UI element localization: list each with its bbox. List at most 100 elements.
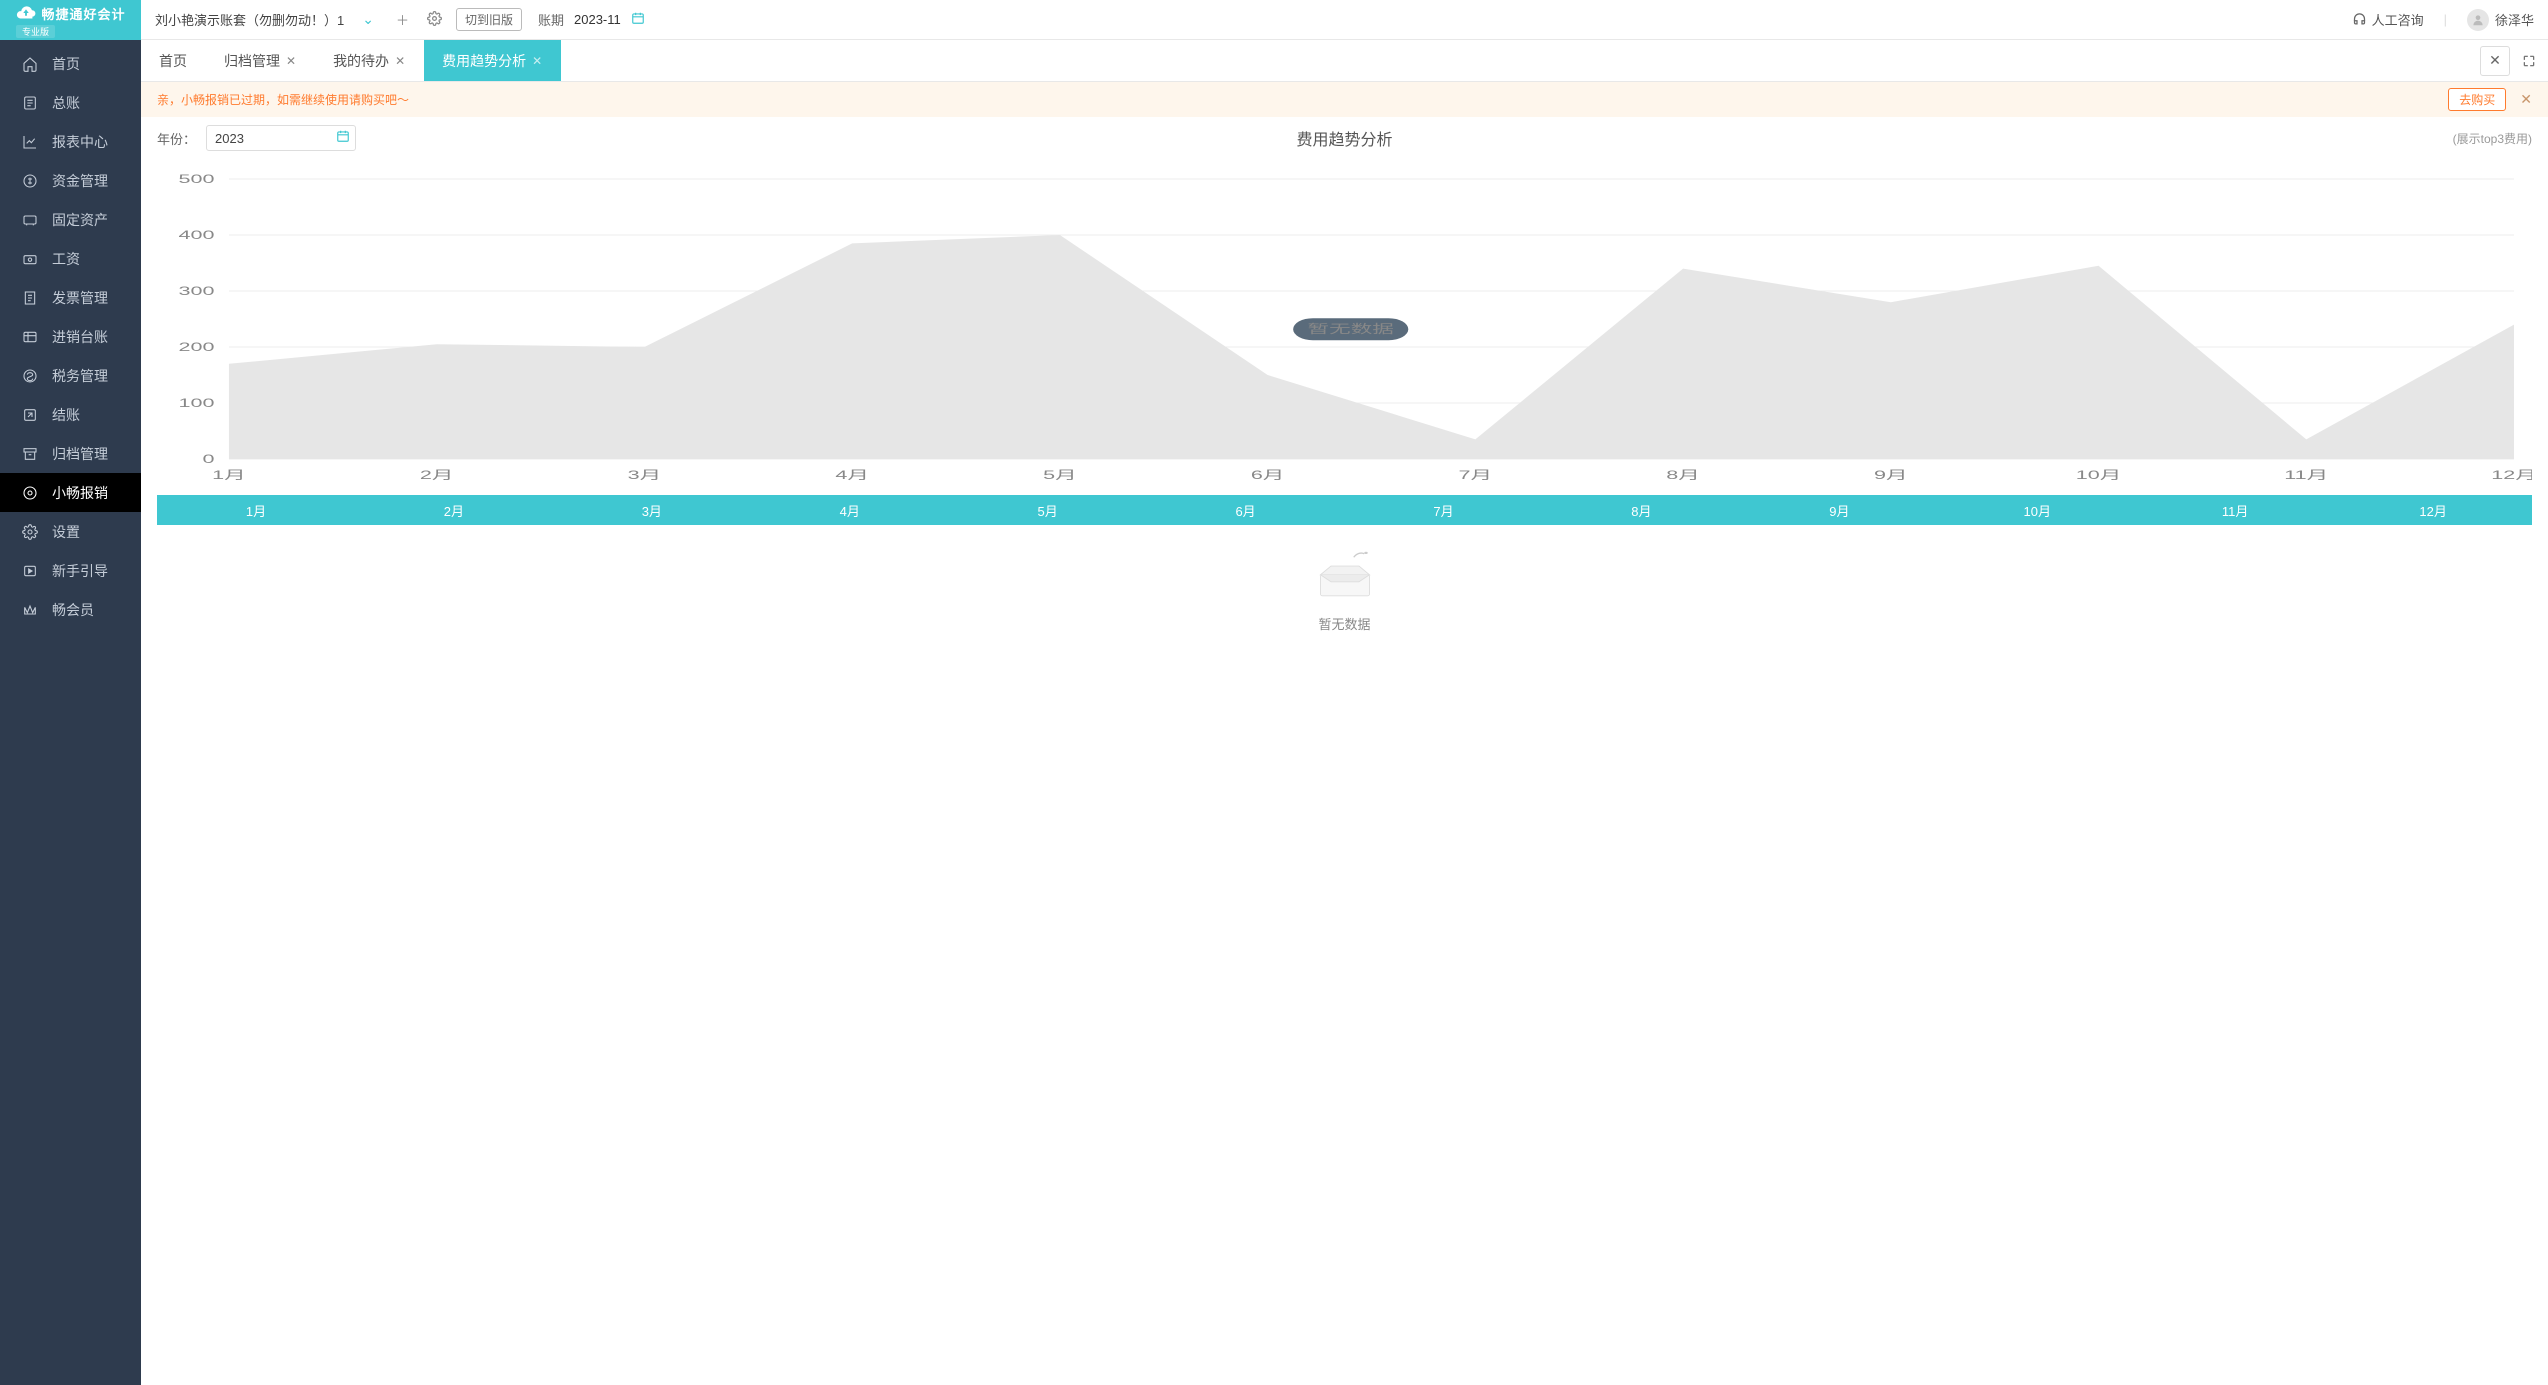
nav-item-settings[interactable]: 设置 xyxy=(0,512,141,551)
page-title: 费用趋势分析 xyxy=(1296,126,1392,150)
svg-text:100: 100 xyxy=(179,396,215,410)
consult-button[interactable]: 人工咨询 xyxy=(2352,10,2424,29)
svg-text:7月: 7月 xyxy=(1459,468,1493,482)
nav-item-invoice[interactable]: 发票管理 xyxy=(0,278,141,317)
nav-item-label: 进销台账 xyxy=(52,327,108,347)
nav-item-tax[interactable]: 税务管理 xyxy=(0,356,141,395)
buy-button[interactable]: 去购买 xyxy=(2448,88,2506,111)
svg-text:2月: 2月 xyxy=(420,468,454,482)
nav-item-asset[interactable]: 固定资产 xyxy=(0,200,141,239)
month-cell[interactable]: 10月 xyxy=(1938,495,2136,525)
nav-item-expense[interactable]: 小畅报销 xyxy=(0,473,141,512)
trend-chart: 01002003004005001月2月3月4月5月6月7月8月9月10月11月… xyxy=(157,169,2532,489)
month-selector-strip: 1月2月3月4月5月6月7月8月9月10月11月12月 xyxy=(157,495,2532,525)
tab[interactable]: 首页 xyxy=(141,40,206,81)
nav-item-label: 税务管理 xyxy=(52,366,108,386)
nav-item-fund[interactable]: 资金管理 xyxy=(0,161,141,200)
salary-icon xyxy=(22,251,38,267)
month-cell[interactable]: 2月 xyxy=(355,495,553,525)
sidebar: 畅捷通好会计 专业版 首页总账报表中心资金管理固定资产工资发票管理进销台账税务管… xyxy=(0,0,141,1385)
notice-text: 亲，小畅报销已过期，如需继续使用请购买吧～ xyxy=(157,91,409,108)
home-icon xyxy=(22,56,38,72)
headset-icon xyxy=(2352,12,2367,27)
nav-item-close[interactable]: 结账 xyxy=(0,395,141,434)
tab-label: 归档管理 xyxy=(224,51,280,71)
nav-item-home[interactable]: 首页 xyxy=(0,44,141,83)
svg-text:500: 500 xyxy=(179,172,215,186)
nav-item-label: 固定资产 xyxy=(52,210,108,230)
nav-item-label: 归档管理 xyxy=(52,444,108,464)
nav-item-label: 畅会员 xyxy=(52,600,94,620)
tab[interactable]: 费用趋势分析✕ xyxy=(424,40,561,81)
year-input-wrap xyxy=(206,125,356,151)
tab[interactable]: 我的待办✕ xyxy=(315,40,424,81)
month-cell[interactable]: 4月 xyxy=(751,495,949,525)
tab-close-icon[interactable]: ✕ xyxy=(286,54,296,68)
svg-text:300: 300 xyxy=(179,284,215,298)
user-name: 徐泽华 xyxy=(2495,10,2534,29)
avatar-icon xyxy=(2467,9,2489,31)
svg-text:3月: 3月 xyxy=(628,468,662,482)
nav-item-label: 资金管理 xyxy=(52,171,108,191)
notice-close-icon[interactable]: ✕ xyxy=(2520,91,2532,108)
asset-icon xyxy=(22,212,38,228)
close-all-tabs-button[interactable]: ✕ xyxy=(2480,46,2510,76)
account-settings-icon[interactable] xyxy=(423,11,446,29)
tabs-bar: 首页归档管理✕我的待办✕费用趋势分析✕ ✕ xyxy=(141,40,2548,82)
nav-item-label: 总账 xyxy=(52,93,80,113)
tab[interactable]: 归档管理 ✕ xyxy=(206,40,315,81)
month-cell[interactable]: 9月 xyxy=(1740,495,1938,525)
tab-close-icon[interactable]: ✕ xyxy=(532,54,542,68)
vip-icon xyxy=(22,602,38,618)
ledger-icon xyxy=(22,95,38,111)
fullscreen-button[interactable] xyxy=(2514,46,2544,76)
month-cell[interactable]: 11月 xyxy=(2136,495,2334,525)
user-menu[interactable]: 徐泽华 xyxy=(2467,9,2534,31)
top3-hint: (展示top3费用) xyxy=(2453,130,2532,147)
year-label: 年份： xyxy=(157,129,196,148)
nav-item-label: 结账 xyxy=(52,405,80,425)
month-cell[interactable]: 3月 xyxy=(553,495,751,525)
inout-icon xyxy=(22,329,38,345)
expense-icon xyxy=(22,485,38,501)
month-cell[interactable]: 6月 xyxy=(1147,495,1345,525)
empty-state: 暂无数据 xyxy=(157,549,2532,663)
svg-text:11月: 11月 xyxy=(2284,468,2328,482)
empty-box-icon xyxy=(1310,549,1380,604)
switch-old-version-button[interactable]: 切到旧版 xyxy=(456,8,522,31)
svg-text:暂无数据: 暂无数据 xyxy=(1308,322,1394,336)
month-cell[interactable]: 1月 xyxy=(157,495,355,525)
nav-item-report[interactable]: 报表中心 xyxy=(0,122,141,161)
month-cell[interactable]: 12月 xyxy=(2334,495,2532,525)
divider: | xyxy=(2444,12,2447,27)
svg-text:5月: 5月 xyxy=(1043,468,1077,482)
year-calendar-icon[interactable] xyxy=(336,129,350,146)
account-dropdown-icon[interactable]: ⌄ xyxy=(354,11,382,28)
nav-item-label: 报表中心 xyxy=(52,132,108,152)
period-calendar-icon[interactable] xyxy=(631,11,645,28)
nav-item-inout[interactable]: 进销台账 xyxy=(0,317,141,356)
archive-icon xyxy=(22,446,38,462)
expiry-notice: 亲，小畅报销已过期，如需继续使用请购买吧～ 去购买 ✕ xyxy=(141,82,2548,117)
nav-item-vip[interactable]: 畅会员 xyxy=(0,590,141,629)
nav: 首页总账报表中心资金管理固定资产工资发票管理进销台账税务管理结账归档管理小畅报销… xyxy=(0,40,141,1385)
svg-text:8月: 8月 xyxy=(1666,468,1700,482)
year-input[interactable] xyxy=(206,125,356,151)
tab-close-icon[interactable]: ✕ xyxy=(395,54,405,68)
empty-text: 暂无数据 xyxy=(1318,614,1370,633)
period-value: 2023-11 xyxy=(574,12,621,27)
nav-item-label: 小畅报销 xyxy=(52,483,108,503)
cloud-icon xyxy=(15,2,37,24)
nav-item-ledger[interactable]: 总账 xyxy=(0,83,141,122)
add-account-icon[interactable]: ＋ xyxy=(392,10,413,29)
nav-item-guide[interactable]: 新手引导 xyxy=(0,551,141,590)
svg-text:10月: 10月 xyxy=(2076,468,2122,482)
nav-item-label: 首页 xyxy=(52,54,80,74)
month-cell[interactable]: 8月 xyxy=(1542,495,1740,525)
nav-item-salary[interactable]: 工资 xyxy=(0,239,141,278)
svg-text:1月: 1月 xyxy=(212,468,246,482)
nav-item-archive[interactable]: 归档管理 xyxy=(0,434,141,473)
month-cell[interactable]: 5月 xyxy=(949,495,1147,525)
month-cell[interactable]: 7月 xyxy=(1345,495,1543,525)
report-icon xyxy=(22,134,38,150)
